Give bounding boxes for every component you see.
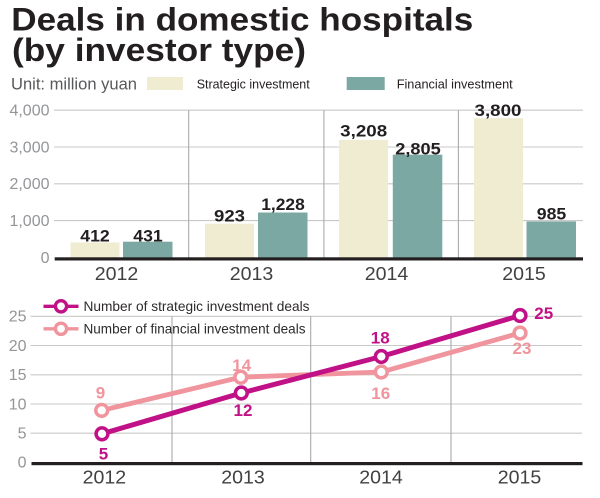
svg-text:25: 25: [534, 304, 553, 323]
svg-text:4,000: 4,000: [9, 103, 49, 120]
svg-text:2015: 2015: [498, 468, 542, 488]
svg-text:2014: 2014: [365, 264, 409, 284]
svg-text:12: 12: [234, 401, 253, 420]
svg-text:3,000: 3,000: [9, 139, 49, 156]
svg-text:2014: 2014: [359, 468, 403, 488]
svg-text:5: 5: [99, 445, 108, 464]
svg-text:0: 0: [41, 250, 50, 267]
svg-text:10: 10: [9, 396, 27, 413]
svg-text:2013: 2013: [230, 264, 274, 284]
svg-text:2013: 2013: [221, 468, 265, 488]
svg-text:3,800: 3,800: [475, 101, 522, 120]
svg-text:Deals in domestic hospitals: Deals in domestic hospitals: [11, 2, 473, 38]
svg-text:2,805: 2,805: [395, 140, 441, 159]
svg-text:412: 412: [80, 226, 110, 245]
svg-text:15: 15: [9, 367, 27, 384]
svg-text:1,000: 1,000: [9, 213, 49, 230]
svg-text:2012: 2012: [83, 468, 127, 488]
svg-text:14: 14: [232, 356, 251, 375]
svg-text:Unit: million yuan: Unit: million yuan: [11, 76, 137, 94]
svg-text:23: 23: [513, 339, 532, 358]
svg-text:18: 18: [371, 328, 390, 347]
svg-text:2,000: 2,000: [9, 176, 49, 193]
svg-text:431: 431: [133, 226, 163, 245]
svg-text:1,228: 1,228: [261, 195, 305, 214]
svg-text:Number of financial investment: Number of financial investment deals: [84, 321, 306, 336]
svg-text:2015: 2015: [502, 264, 546, 284]
svg-text:Number of strategic investment: Number of strategic investment deals: [84, 299, 310, 314]
svg-text:2012: 2012: [95, 264, 139, 284]
svg-text:9: 9: [96, 384, 105, 403]
svg-text:0: 0: [18, 455, 27, 472]
svg-text:923: 923: [214, 206, 245, 225]
svg-text:(by investor type): (by investor type): [12, 32, 306, 68]
svg-text:Strategic investment: Strategic investment: [197, 77, 310, 92]
svg-text:16: 16: [371, 384, 390, 403]
svg-text:5: 5: [18, 426, 27, 443]
svg-text:3,208: 3,208: [340, 122, 387, 141]
svg-text:20: 20: [9, 338, 27, 355]
svg-text:25: 25: [9, 309, 27, 326]
svg-text:Financial investment: Financial investment: [397, 77, 513, 92]
svg-text:985: 985: [537, 205, 567, 224]
